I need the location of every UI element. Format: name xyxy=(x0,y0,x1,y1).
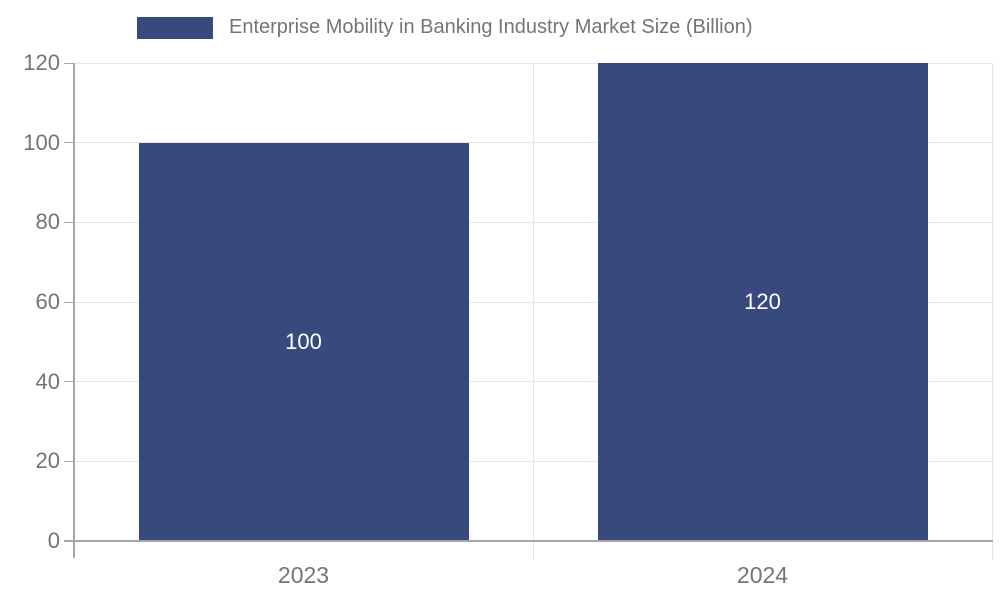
y-tick-label: 60 xyxy=(35,289,60,314)
v-gridline xyxy=(532,63,534,560)
y-axis-tick xyxy=(64,381,74,383)
legend-swatch xyxy=(137,16,213,39)
y-axis-tick xyxy=(64,221,74,223)
y-axis-tick xyxy=(64,142,74,144)
y-axis-tick xyxy=(64,460,74,462)
x-axis-line xyxy=(64,540,993,542)
legend-item[interactable]: Enterprise Mobility in Banking Industry … xyxy=(137,16,753,39)
x-tick-label: 2024 xyxy=(736,562,789,588)
y-axis-tick xyxy=(64,301,74,303)
y-tick-label: 120 xyxy=(23,50,60,75)
y-tick-label: 0 xyxy=(47,528,60,553)
y-axis-tick xyxy=(64,62,74,64)
y-tick-label: 100 xyxy=(23,129,60,155)
y-tick-label: 40 xyxy=(35,368,60,394)
bar-value-label: 100 xyxy=(285,328,322,354)
bar xyxy=(138,142,469,541)
y-axis-line xyxy=(73,63,75,558)
bar-value-label: 120 xyxy=(744,289,781,314)
x-tick-label: 2023 xyxy=(277,562,330,588)
y-tick-label: 80 xyxy=(35,209,60,235)
v-gridline xyxy=(991,63,993,560)
legend-label: Enterprise Mobility in Banking Industry … xyxy=(229,16,753,38)
y-tick-label: 20 xyxy=(35,448,60,474)
bar xyxy=(597,63,928,541)
